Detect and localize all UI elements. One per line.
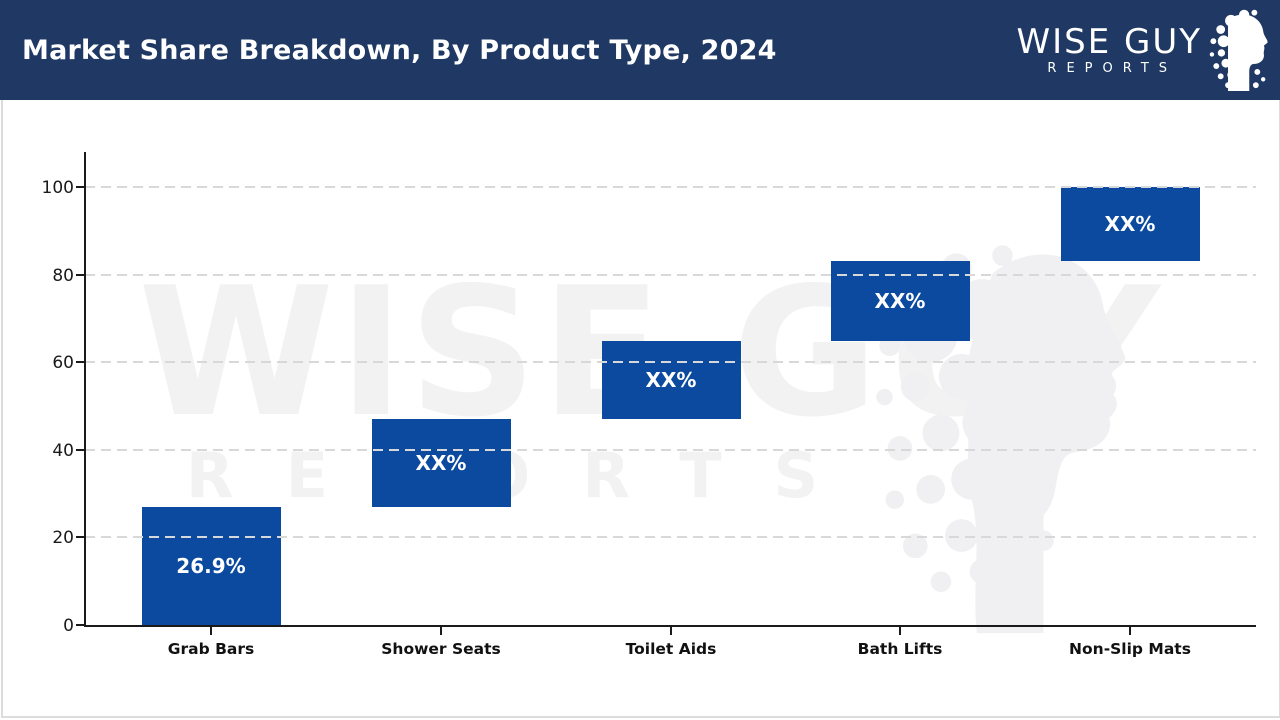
gridline-20 [85,536,1256,539]
y-tick-mark [76,273,84,276]
category-label: Grab Bars [167,640,255,658]
watermark-face-icon [876,245,1126,633]
bar-value-label: 26.9% [176,554,246,579]
category-label: Toilet Aids [625,640,717,658]
category-label: Bath Lifts [857,640,943,658]
bar-value-label: XX% [1104,212,1156,236]
x-tick-mark [440,627,442,635]
category-label: Shower Seats [381,640,501,658]
chart-canvas: WISE GUY REPORTS 26.9%Grab BarsXX%Shower… [0,99,1280,720]
y-tick-label: 60 [52,353,74,374]
bar-value-label: XX% [874,288,926,313]
bar-value-label: XX% [415,451,467,476]
y-tick-label: 0 [63,616,74,636]
logo-text: WISE GUY REPORTS [1016,25,1202,75]
y-tick-label: 20 [52,528,74,549]
bar-grab-bars: 26.9% [141,507,281,625]
x-tick-mark [210,627,212,635]
y-tick-label: 40 [52,440,74,461]
y-tick-mark [76,448,84,451]
gridline-60 [85,361,1256,364]
wise-guy-logo: WISE GUY REPORTS [1016,0,1272,100]
gridline-100 [85,186,1256,188]
bar-value-label: XX% [645,367,697,392]
x-tick-mark [899,627,901,635]
x-tick-mark [670,627,672,635]
gridline-80 [85,273,1256,276]
gridline-40 [85,448,1256,451]
x-axis-line [84,625,1256,627]
logo-text-main: WISE GUY [1016,22,1202,62]
plot-area: 26.9% Grab Bars XX% Shower Seats XX% Toilet A… [0,100,1280,720]
bar-shower-seats: XX% [371,419,511,508]
x-tick-mark [1129,627,1131,635]
logo-text-sub: REPORTS [1047,61,1178,76]
y-tick-label: 100 [41,178,74,198]
page-title: Market Share Breakdown, By Product Type,… [22,34,777,66]
y-tick-label: 80 [52,265,74,286]
y-tick-mark [76,536,84,539]
y-axis-line [84,152,86,627]
bar-toilet-aids: XX% [601,340,741,420]
bar-non-slip-mats: XX% [1060,187,1200,262]
y-tick-mark [76,186,84,188]
y-tick-mark [76,624,84,626]
logo-face-icon [1209,9,1268,91]
header: Market Share Breakdown, By Product Type,… [0,0,1280,100]
y-tick-mark [76,361,84,364]
category-label: Non-Slip Mats [1069,640,1191,658]
